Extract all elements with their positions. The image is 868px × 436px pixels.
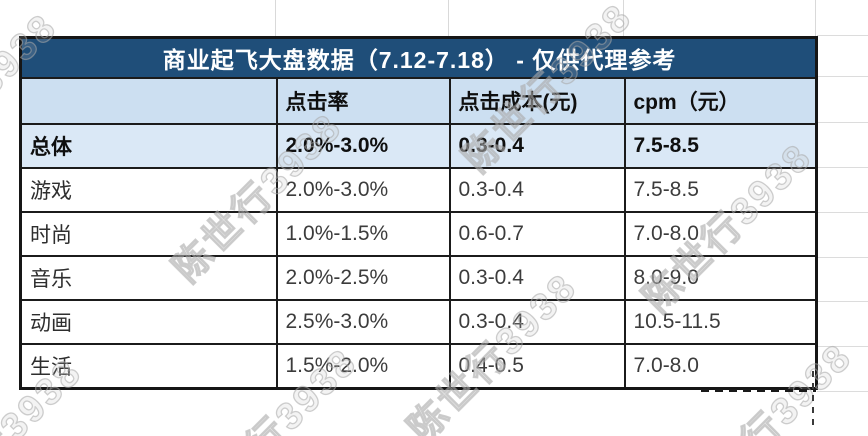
cpm-cell[interactable]: 8.0-9.0 [623,255,818,301]
grid-line-vertical [623,0,624,36]
ctr-cell[interactable]: 2.0%-2.5% [275,255,451,301]
grid-line-vertical [275,0,276,36]
grid-line-horizontal [817,122,868,123]
table-row-music: 音乐 2.0%-2.5% 0.3-0.4 8.0-9.0 [19,255,818,301]
cpc-cell[interactable]: 0.3-0.4 [448,299,626,345]
grid-line-vertical [448,0,449,36]
row-label-cell[interactable]: 总体 [19,123,278,169]
row-label-cell[interactable]: 动画 [19,299,278,345]
grid-line-horizontal [817,301,868,302]
row-label-cell[interactable]: 生活 [19,343,278,390]
grid-line-horizontal [817,167,868,168]
cpc-cell[interactable]: 0.6-0.7 [448,211,626,257]
ctr-cell[interactable]: 1.0%-1.5% [275,211,451,257]
cpm-cell[interactable]: 7.5-8.5 [623,167,818,213]
cpm-cell[interactable]: 7.0-8.0 [623,343,818,390]
table-title-row: 商业起飞大盘数据（7.12-7.18） - 仅供代理参考 [19,36,818,79]
table-row-animation: 动画 2.5%-3.0% 0.3-0.4 10.5-11.5 [19,299,818,345]
row-label-cell[interactable]: 游戏 [19,167,278,213]
grid-line-horizontal [817,35,868,36]
ctr-cell[interactable]: 1.5%-2.0% [275,343,451,390]
ctr-cell[interactable]: 2.0%-3.0% [275,123,451,169]
cpm-cell[interactable]: 10.5-11.5 [623,299,818,345]
table-title[interactable]: 商业起飞大盘数据（7.12-7.18） - 仅供代理参考 [19,36,818,79]
cpc-cell[interactable]: 0.3-0.4 [448,123,626,169]
cpc-cell[interactable]: 0.3-0.4 [448,167,626,213]
row-label-cell[interactable]: 音乐 [19,255,278,301]
header-ctr-cell[interactable]: 点击率 [275,77,451,125]
selection-marquee-vertical [812,371,814,428]
grid-line-horizontal [817,391,868,392]
cpc-cell[interactable]: 0.4-0.5 [448,343,626,390]
grid-line-horizontal [817,76,868,77]
grid-line-horizontal [817,212,868,213]
ctr-cell[interactable]: 2.0%-3.0% [275,167,451,213]
selection-marquee-horizontal [701,389,816,392]
table-row-total: 总体 2.0%-3.0% 0.3-0.4 7.5-8.5 [19,123,818,169]
grid-line-horizontal [817,346,868,347]
report-table: 商业起飞大盘数据（7.12-7.18） - 仅供代理参考 点击率 点击成本(元)… [19,36,819,390]
ctr-cell[interactable]: 2.5%-3.0% [275,299,451,345]
header-cpc-cell[interactable]: 点击成本(元) [448,77,626,125]
table-row-life: 生活 1.5%-2.0% 0.4-0.5 7.0-8.0 [19,343,818,390]
cpm-cell[interactable]: 7.5-8.5 [623,123,818,169]
header-category-cell[interactable] [19,77,278,125]
header-cpm-cell[interactable]: cpm（元） [623,77,818,125]
cpc-cell[interactable]: 0.3-0.4 [448,255,626,301]
table-header-row: 点击率 点击成本(元) cpm（元） [19,77,818,125]
grid-line-horizontal [817,257,868,258]
table-row-game: 游戏 2.0%-3.0% 0.3-0.4 7.5-8.5 [19,167,818,213]
grid-line-vertical [815,0,816,36]
table-row-fashion: 时尚 1.0%-1.5% 0.6-0.7 7.0-8.0 [19,211,818,257]
cpm-cell[interactable]: 7.0-8.0 [623,211,818,257]
row-label-cell[interactable]: 时尚 [19,211,278,257]
